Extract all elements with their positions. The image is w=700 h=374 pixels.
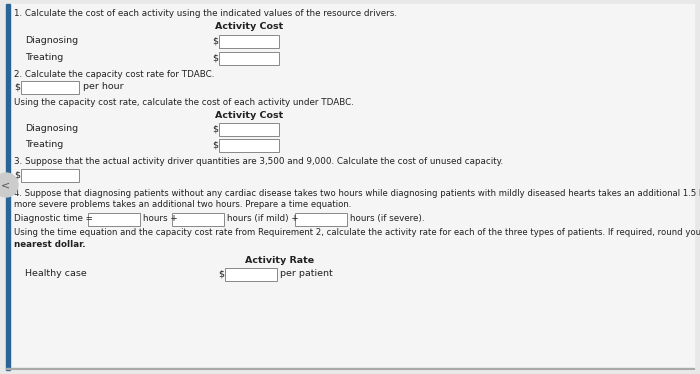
Bar xyxy=(88,213,140,226)
Text: Diagnosing: Diagnosing xyxy=(25,36,78,45)
Bar xyxy=(21,169,79,182)
Bar xyxy=(219,52,279,65)
Text: Activity Rate: Activity Rate xyxy=(246,256,314,265)
Text: Activity Cost: Activity Cost xyxy=(215,111,284,120)
Bar xyxy=(21,81,79,94)
Text: $: $ xyxy=(212,36,218,45)
Bar xyxy=(219,139,279,152)
Text: per hour: per hour xyxy=(83,82,124,91)
Text: $: $ xyxy=(212,53,218,62)
Text: 1. Calculate the cost of each activity using the indicated values of the resourc: 1. Calculate the cost of each activity u… xyxy=(14,9,397,18)
Text: Activity Cost: Activity Cost xyxy=(215,22,284,31)
Text: per patient: per patient xyxy=(280,269,332,278)
Bar xyxy=(219,35,279,48)
Text: $: $ xyxy=(14,170,20,179)
Text: 2. Calculate the capacity cost rate for TDABC.: 2. Calculate the capacity cost rate for … xyxy=(14,70,214,79)
Text: 3. Suppose that the actual activity driver quantities are 3,500 and 9,000. Calcu: 3. Suppose that the actual activity driv… xyxy=(14,157,503,166)
Bar xyxy=(6,368,694,369)
Bar xyxy=(295,213,347,226)
Text: <: < xyxy=(1,180,10,190)
Text: Treating: Treating xyxy=(25,140,63,149)
Text: Diagnosing: Diagnosing xyxy=(25,124,78,133)
Text: hours (if mild) +: hours (if mild) + xyxy=(227,214,299,223)
Text: Using the capacity cost rate, calculate the cost of each activity under TDABC.: Using the capacity cost rate, calculate … xyxy=(14,98,354,107)
Text: hours +: hours + xyxy=(143,214,178,223)
Text: $: $ xyxy=(212,140,218,149)
Bar xyxy=(6,4,10,370)
Text: $: $ xyxy=(218,269,224,278)
Text: more severe problems takes an additional two hours. Prepare a time equation.: more severe problems takes an additional… xyxy=(14,200,351,209)
Text: $: $ xyxy=(14,82,20,91)
Text: Diagnostic time =: Diagnostic time = xyxy=(14,214,93,223)
Bar xyxy=(172,213,224,226)
Text: Treating: Treating xyxy=(25,53,63,62)
Text: hours (if severe).: hours (if severe). xyxy=(350,214,424,223)
Text: Using the time equation and the capacity cost rate from Requirement 2, calculate: Using the time equation and the capacity… xyxy=(14,228,700,237)
Text: nearest dollar.: nearest dollar. xyxy=(14,240,85,249)
Bar xyxy=(219,123,279,136)
Bar xyxy=(225,268,277,281)
Text: $: $ xyxy=(212,124,218,133)
Circle shape xyxy=(0,173,18,197)
Text: Healthy case: Healthy case xyxy=(25,269,87,278)
Text: 4. Suppose that diagnosing patients without any cardiac disease takes two hours : 4. Suppose that diagnosing patients with… xyxy=(14,189,700,198)
